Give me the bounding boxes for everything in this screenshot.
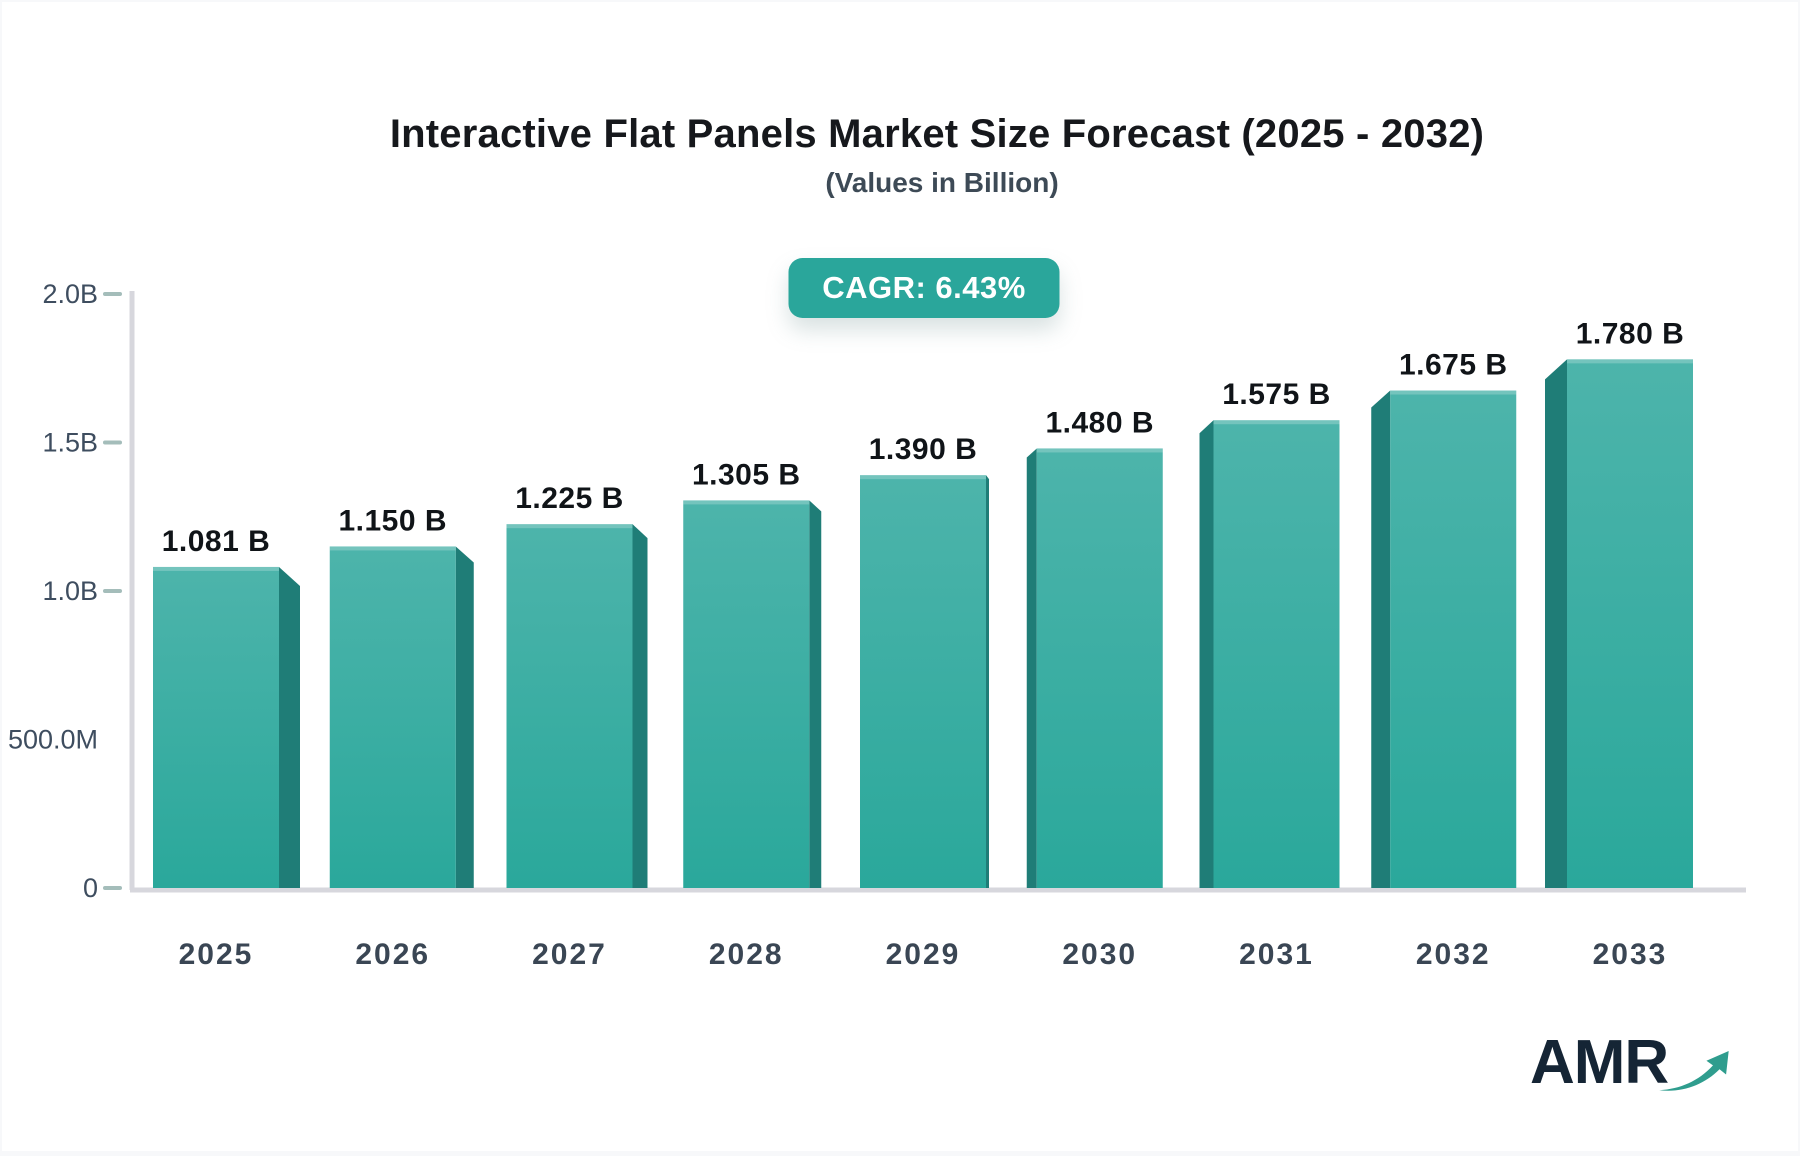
bar-side-face	[279, 566, 300, 888]
bar-front-face	[1213, 420, 1340, 888]
bar-2025[interactable]: 1.081 B	[153, 525, 300, 888]
x-axis-label: 2028	[709, 938, 784, 971]
x-axis-label: 2029	[886, 938, 961, 971]
bar-2030[interactable]: 1.480 B	[1026, 406, 1163, 888]
bar-2027[interactable]: 1.225 B	[506, 482, 648, 888]
bar-value-label: 1.081 B	[162, 525, 271, 558]
x-axis-label: 2027	[532, 938, 607, 971]
bar-front-face	[506, 524, 633, 888]
bar-2029[interactable]: 1.390 B	[860, 433, 989, 888]
bar-side-face	[986, 475, 989, 888]
bar-front-face	[683, 500, 810, 888]
bar-2033[interactable]: 1.780 B	[1545, 317, 1693, 889]
bar-top-highlight	[153, 566, 279, 571]
bar-side-face	[1026, 448, 1037, 888]
bar-top-highlight	[1390, 390, 1517, 395]
bar-top-highlight	[860, 475, 986, 480]
bar-front-face	[153, 566, 279, 888]
y-axis-label: 0	[83, 873, 98, 903]
bar-side-face	[1371, 390, 1391, 888]
bar-top-highlight	[506, 524, 633, 529]
amr-logo-arrow-icon	[1659, 1050, 1729, 1091]
bar-top-highlight	[683, 500, 810, 505]
x-axis-label: 2032	[1416, 938, 1491, 971]
bar-top-highlight	[329, 546, 456, 551]
x-axis-label: 2031	[1239, 938, 1314, 971]
bar-value-label: 1.575 B	[1222, 378, 1331, 411]
bar-side-face	[632, 524, 648, 888]
cagr-badge-label: CAGR: 6.43%	[822, 270, 1026, 305]
bar-value-label: 1.675 B	[1399, 349, 1508, 382]
bar-value-label: 1.480 B	[1045, 406, 1154, 439]
bar-front-face	[1036, 448, 1163, 888]
bar-value-label: 1.390 B	[869, 433, 978, 466]
bar-front-face	[329, 546, 456, 888]
bar-2032[interactable]: 1.675 B	[1371, 349, 1517, 888]
bar-side-face	[455, 546, 474, 888]
x-axis-label: 2033	[1593, 938, 1668, 971]
chart-title: Interactive Flat Panels Market Size Fore…	[389, 112, 1485, 156]
bar-top-highlight	[1213, 420, 1340, 425]
bar-value-label: 1.150 B	[338, 504, 447, 537]
bar-front-face	[1567, 359, 1693, 889]
y-axis-label: 500.0M	[8, 725, 98, 755]
bar-2026[interactable]: 1.150 B	[329, 504, 474, 888]
amr-logo-text: AMR	[1530, 1028, 1669, 1097]
bar-2031[interactable]: 1.575 B	[1199, 378, 1340, 888]
bar-top-highlight	[1036, 448, 1163, 453]
y-axis-label: 1.5B	[42, 428, 98, 458]
x-axis-label: 2025	[179, 938, 254, 971]
y-axis-label: 2.0B	[42, 279, 98, 309]
bar-value-label: 1.780 B	[1576, 317, 1685, 350]
chart-subtitle: (Values in Billion)	[825, 167, 1059, 198]
amr-logo: AMR	[1530, 1028, 1729, 1112]
bar-front-face	[860, 475, 986, 888]
bar-side-face	[1545, 359, 1567, 889]
y-axis-label: 1.0B	[42, 576, 98, 606]
bar-value-label: 1.225 B	[515, 482, 624, 515]
x-axis-label: 2026	[355, 938, 430, 971]
x-axis-label: 2030	[1062, 938, 1137, 971]
bar-top-highlight	[1567, 359, 1693, 364]
bar-value-label: 1.305 B	[692, 458, 801, 491]
bar-side-face	[1199, 420, 1214, 888]
bar-2028[interactable]: 1.305 B	[683, 458, 822, 888]
bar-side-face	[809, 500, 822, 888]
cagr-badge: CAGR: 6.43%	[788, 258, 1060, 318]
bar-front-face	[1390, 390, 1517, 888]
